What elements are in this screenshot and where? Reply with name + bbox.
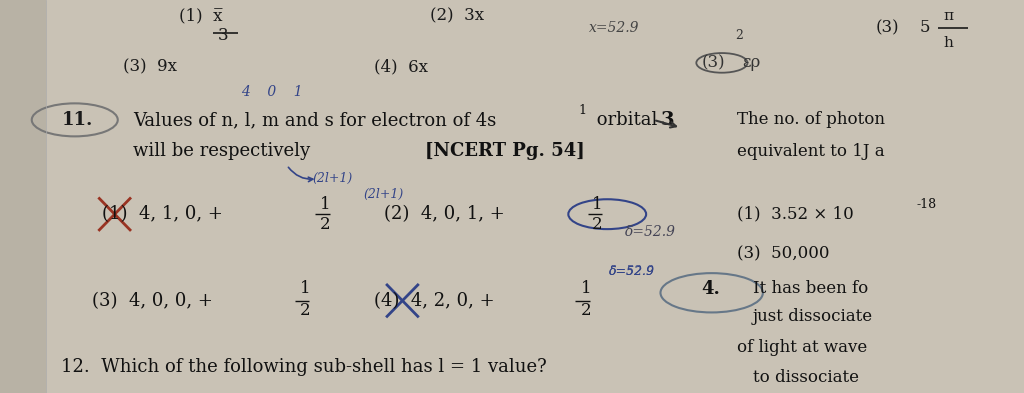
Text: just dissociate: just dissociate [753, 308, 872, 325]
Text: (3)  4, 0, 0, +: (3) 4, 0, 0, + [92, 292, 213, 310]
Text: 2: 2 [581, 302, 591, 319]
Text: It has been fo: It has been fo [753, 280, 868, 298]
Text: 4    0    1: 4 0 1 [241, 85, 302, 99]
Text: (2)  4, 0, 1, +: (2) 4, 0, 1, + [384, 205, 505, 223]
Text: 11.: 11. [61, 111, 93, 129]
Text: 3: 3 [660, 111, 674, 129]
Text: will be respectively: will be respectively [133, 142, 310, 160]
Text: 1: 1 [319, 196, 330, 213]
Text: 3: 3 [218, 27, 228, 44]
Text: of light at wave: of light at wave [737, 339, 867, 356]
Text: 2: 2 [319, 215, 330, 233]
Text: (2l+1): (2l+1) [364, 188, 403, 201]
Text: -18: -18 [916, 198, 937, 211]
Text: (1)  x̅: (1) x̅ [179, 7, 222, 24]
Text: [NCERT Pg. 54]: [NCERT Pg. 54] [425, 142, 585, 160]
Text: δ=52.9: δ=52.9 [625, 225, 676, 239]
Text: orbital: orbital [591, 111, 657, 129]
Text: 1: 1 [581, 280, 591, 298]
Text: π: π [943, 9, 953, 23]
Text: (4)  4, 2, 0, +: (4) 4, 2, 0, + [374, 292, 495, 310]
Text: 2: 2 [735, 29, 743, 42]
Text: (2l+1): (2l+1) [312, 172, 352, 185]
Text: 1: 1 [592, 196, 602, 213]
Text: (2)  3x: (2) 3x [430, 7, 484, 24]
Text: (4)  6x: (4) 6x [374, 58, 428, 75]
Text: Values of n, l, m and s for electron of 4s: Values of n, l, m and s for electron of … [133, 111, 497, 129]
Text: 4.: 4. [701, 280, 720, 298]
Text: (1)  4, 1, 0, +: (1) 4, 1, 0, + [102, 205, 223, 223]
Text: 5: 5 [920, 19, 930, 36]
Text: 1: 1 [579, 103, 587, 117]
Text: to dissociate: to dissociate [753, 369, 859, 386]
Text: The no. of photon: The no. of photon [737, 111, 886, 129]
Text: δ=52.9: δ=52.9 [609, 264, 655, 278]
Text: (3)  50,000: (3) 50,000 [737, 245, 829, 262]
FancyBboxPatch shape [0, 0, 46, 393]
Text: (3): (3) [701, 54, 725, 72]
Text: 12.  Which of the following sub-shell has l = 1 value?: 12. Which of the following sub-shell has… [61, 358, 547, 376]
Text: 1: 1 [300, 280, 310, 298]
Text: 2: 2 [592, 215, 602, 233]
Text: δ=52.9: δ=52.9 [609, 264, 655, 278]
Text: equivalent to 1J a: equivalent to 1J a [737, 143, 885, 160]
Text: 2: 2 [300, 302, 310, 319]
Text: (3)  9x: (3) 9x [123, 58, 177, 75]
Text: (1)  3.52 × 10: (1) 3.52 × 10 [737, 206, 854, 223]
Text: h: h [943, 36, 953, 50]
Text: (3): (3) [876, 19, 899, 36]
Text: x=52.9: x=52.9 [589, 20, 639, 35]
Text: ερ: ερ [742, 54, 761, 72]
